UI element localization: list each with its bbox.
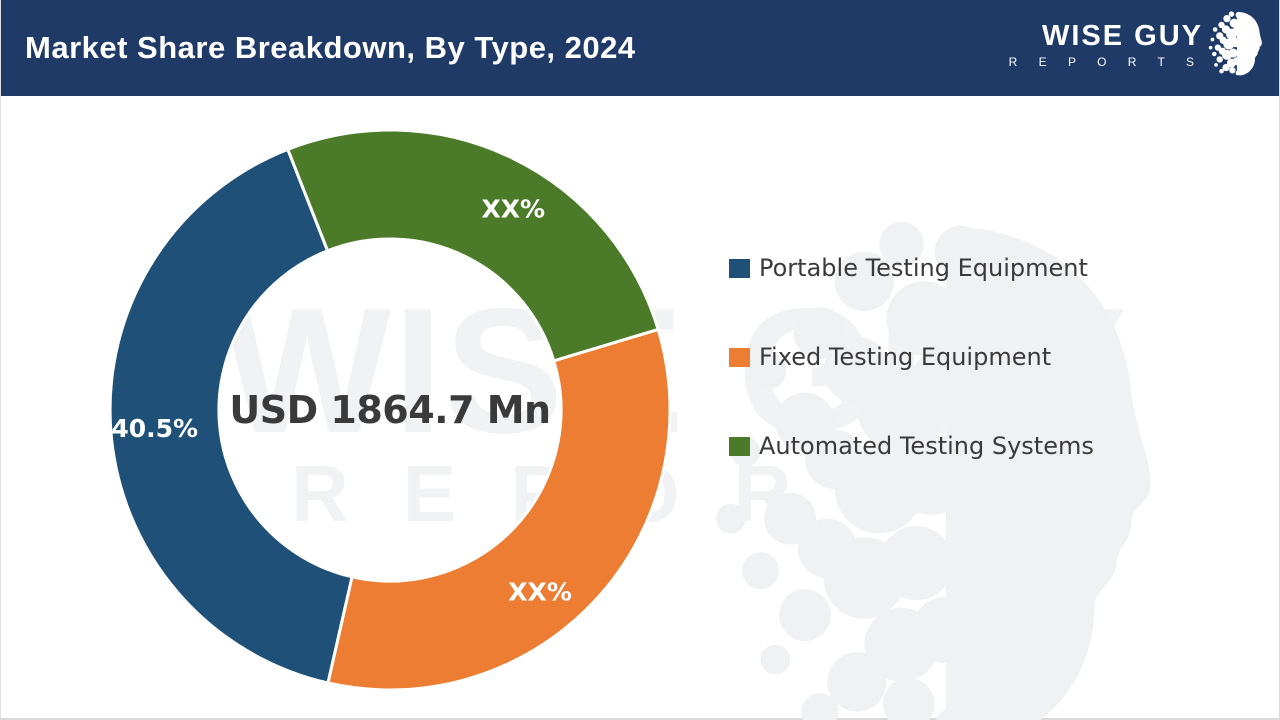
legend: Portable Testing Equipment Fixed Testing …: [729, 252, 1094, 462]
legend-label: Automated Testing Systems: [759, 432, 1094, 460]
header: Market Share Breakdown, By Type, 2024 WI…: [1, 0, 1279, 96]
legend-label: Portable Testing Equipment: [759, 254, 1088, 282]
logo-reports: R E P O R T S: [1008, 55, 1203, 69]
legend-item: Fixed Testing Equipment: [729, 341, 1094, 373]
legend-item: Portable Testing Equipment: [729, 252, 1094, 284]
legend-swatch: [729, 258, 750, 278]
market-value-label: USD 1864.7 Mn: [229, 388, 551, 432]
legend-swatch: [729, 436, 750, 456]
legend-swatch: [729, 347, 750, 367]
donut-segment: [326, 327, 672, 692]
donut-segment: [286, 128, 660, 363]
donut-segment: [108, 147, 354, 685]
chart-area: WISE GUY REPORTS 40.5% XX% XX% USD 1864.7 …: [1, 96, 1280, 720]
logo-text: WISE GUY R E P O R T S: [1009, 19, 1203, 69]
segment-percent-label: XX%: [508, 578, 572, 607]
page-title: Market Share Breakdown, By Type, 2024: [25, 30, 636, 65]
face-profile-icon: [1208, 11, 1262, 76]
legend-label: Fixed Testing Equipment: [759, 343, 1052, 371]
donut-chart: 40.5% XX% XX%: [108, 128, 672, 692]
wiseguy-logo: WISE GUY R E P O R T S: [1009, 6, 1265, 82]
segment-percent-label: XX%: [481, 194, 545, 223]
logo-name: WISE GUY: [1041, 20, 1203, 52]
segment-percent-label: 40.5%: [111, 414, 198, 443]
legend-item: Automated Testing Systems: [729, 430, 1094, 462]
